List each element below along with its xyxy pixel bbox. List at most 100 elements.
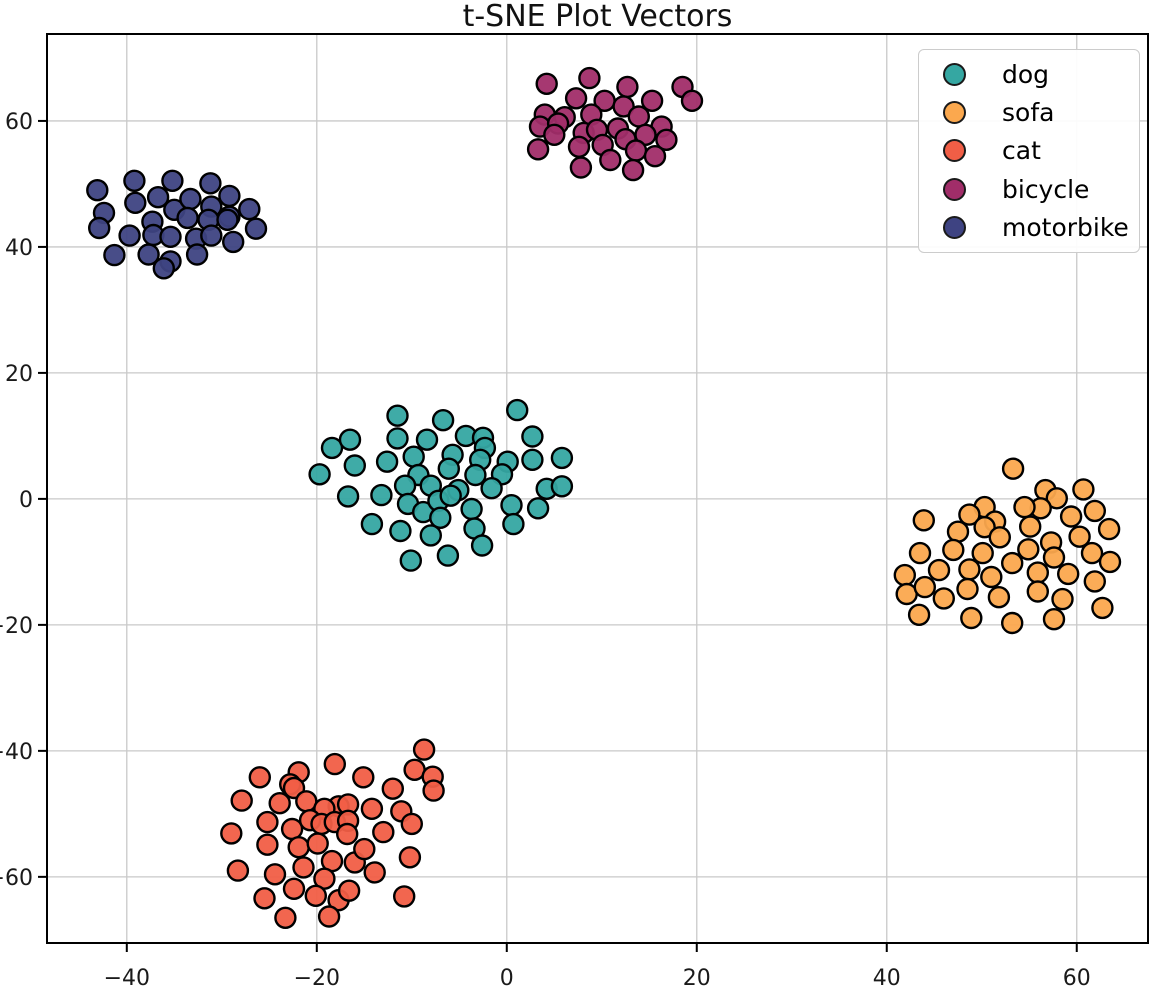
data-point-bicycle [578,66,601,90]
data-point-motorbike [221,230,245,254]
data-point-dog [399,549,422,572]
data-point-cat [282,877,306,900]
data-point-sofa [1001,611,1024,635]
legend-marker-motorbike-icon [943,216,966,240]
data-point-dog [336,485,360,508]
legend-item-sofa: sofa [919,100,1139,125]
data-point-motorbike [152,257,176,280]
data-point-sofa [913,575,936,599]
data-point-motorbike [199,172,222,195]
data-point-sofa [958,558,981,581]
data-point-sofa [1068,525,1091,548]
x-tick-label: 60 [1063,966,1091,987]
data-point-sofa [958,503,981,526]
data-point-sofa [946,520,970,543]
data-point-sofa [987,586,1011,609]
data-point-dog [550,446,574,470]
data-point-sofa [980,565,1003,589]
data-point-motorbike [137,243,160,266]
data-point-dog [437,457,460,480]
data-point-cat [256,810,279,834]
data-point-sofa [1083,570,1107,593]
data-point-motorbike [103,243,126,267]
legend-marker-cat-icon [943,139,966,163]
data-point-motorbike [123,169,146,193]
data-point-dog [480,477,503,500]
data-point-cat [412,738,436,761]
data-point-bicycle [526,138,550,161]
data-point-cat [256,833,279,856]
data-point-sofa [988,526,1011,549]
legend-label: motorbike [1002,213,1129,243]
data-point-dog [360,512,384,536]
legend-item-motorbike: motorbike [919,215,1139,240]
data-point-bicycle [567,135,591,159]
data-point-cat [323,752,346,776]
data-point-motorbike [218,184,241,208]
points-layer [86,66,1122,929]
data-point-cat [287,836,310,859]
data-point-dog [506,398,529,422]
series-dog [308,398,574,572]
data-point-sofa [1097,517,1121,541]
data-point-dog [375,450,399,473]
data-point-sofa [912,509,935,532]
data-point-sofa [956,577,979,601]
data-point-motorbike [86,178,109,202]
data-point-motorbike [159,225,182,249]
data-point-dog [320,436,344,460]
data-point-cat [230,789,253,812]
legend-label: sofa [1002,98,1055,128]
data-point-dog [402,445,425,468]
data-point-sofa [1001,457,1025,480]
legend-marker-bicycle-icon [943,177,966,201]
data-point-motorbike [146,185,170,209]
data-point-motorbike [179,187,202,211]
x-tick-label: −40 [104,966,150,987]
data-point-sofa [1059,505,1083,528]
data-point-cat [336,822,359,846]
y-tick-label: 20 [5,362,33,387]
legend-label: cat [1002,136,1041,166]
data-point-motorbike [176,206,199,230]
y-tick-label: −20 [0,614,33,639]
data-point-bicycle [640,89,664,113]
data-point-bicycle [621,158,645,182]
data-point-cat [337,879,361,902]
data-point-dog [386,427,409,450]
data-point-dog [502,512,525,536]
data-point-dog [550,475,574,498]
data-point-motorbike [161,169,184,193]
legend-marker-dog-icon [943,62,966,86]
data-point-dog [470,534,494,557]
data-point-dog [431,409,455,432]
data-point-dog [338,428,362,451]
data-point-sofa [1080,541,1104,565]
data-point-cat [372,820,395,844]
data-point-motorbike [244,217,268,240]
legend-label: bicycle [1002,174,1090,204]
data-point-dog [464,463,487,487]
series-bicycle [526,66,704,182]
y-tick-label: −40 [0,740,33,765]
data-point-motorbike [124,191,147,215]
data-point-cat [353,837,376,861]
data-point-cat [381,777,404,800]
data-point-cat [393,885,416,908]
legend-label: dog [1002,59,1050,89]
data-point-dog [393,474,417,497]
grid-layer [47,34,1148,943]
series-cat [220,738,445,929]
data-point-motorbike [118,224,141,247]
data-point-bicycle [680,89,704,113]
data-point-cat [220,822,243,845]
data-point-cat [398,846,422,869]
data-point-dog [389,519,412,543]
data-point-dog [439,484,462,507]
data-point-sofa [908,541,932,565]
data-point-sofa [1026,580,1050,603]
axes-frame [46,33,1149,944]
data-point-cat [268,792,291,815]
data-point-sofa [1091,596,1114,620]
legend-marker-sofa-icon [943,101,966,125]
